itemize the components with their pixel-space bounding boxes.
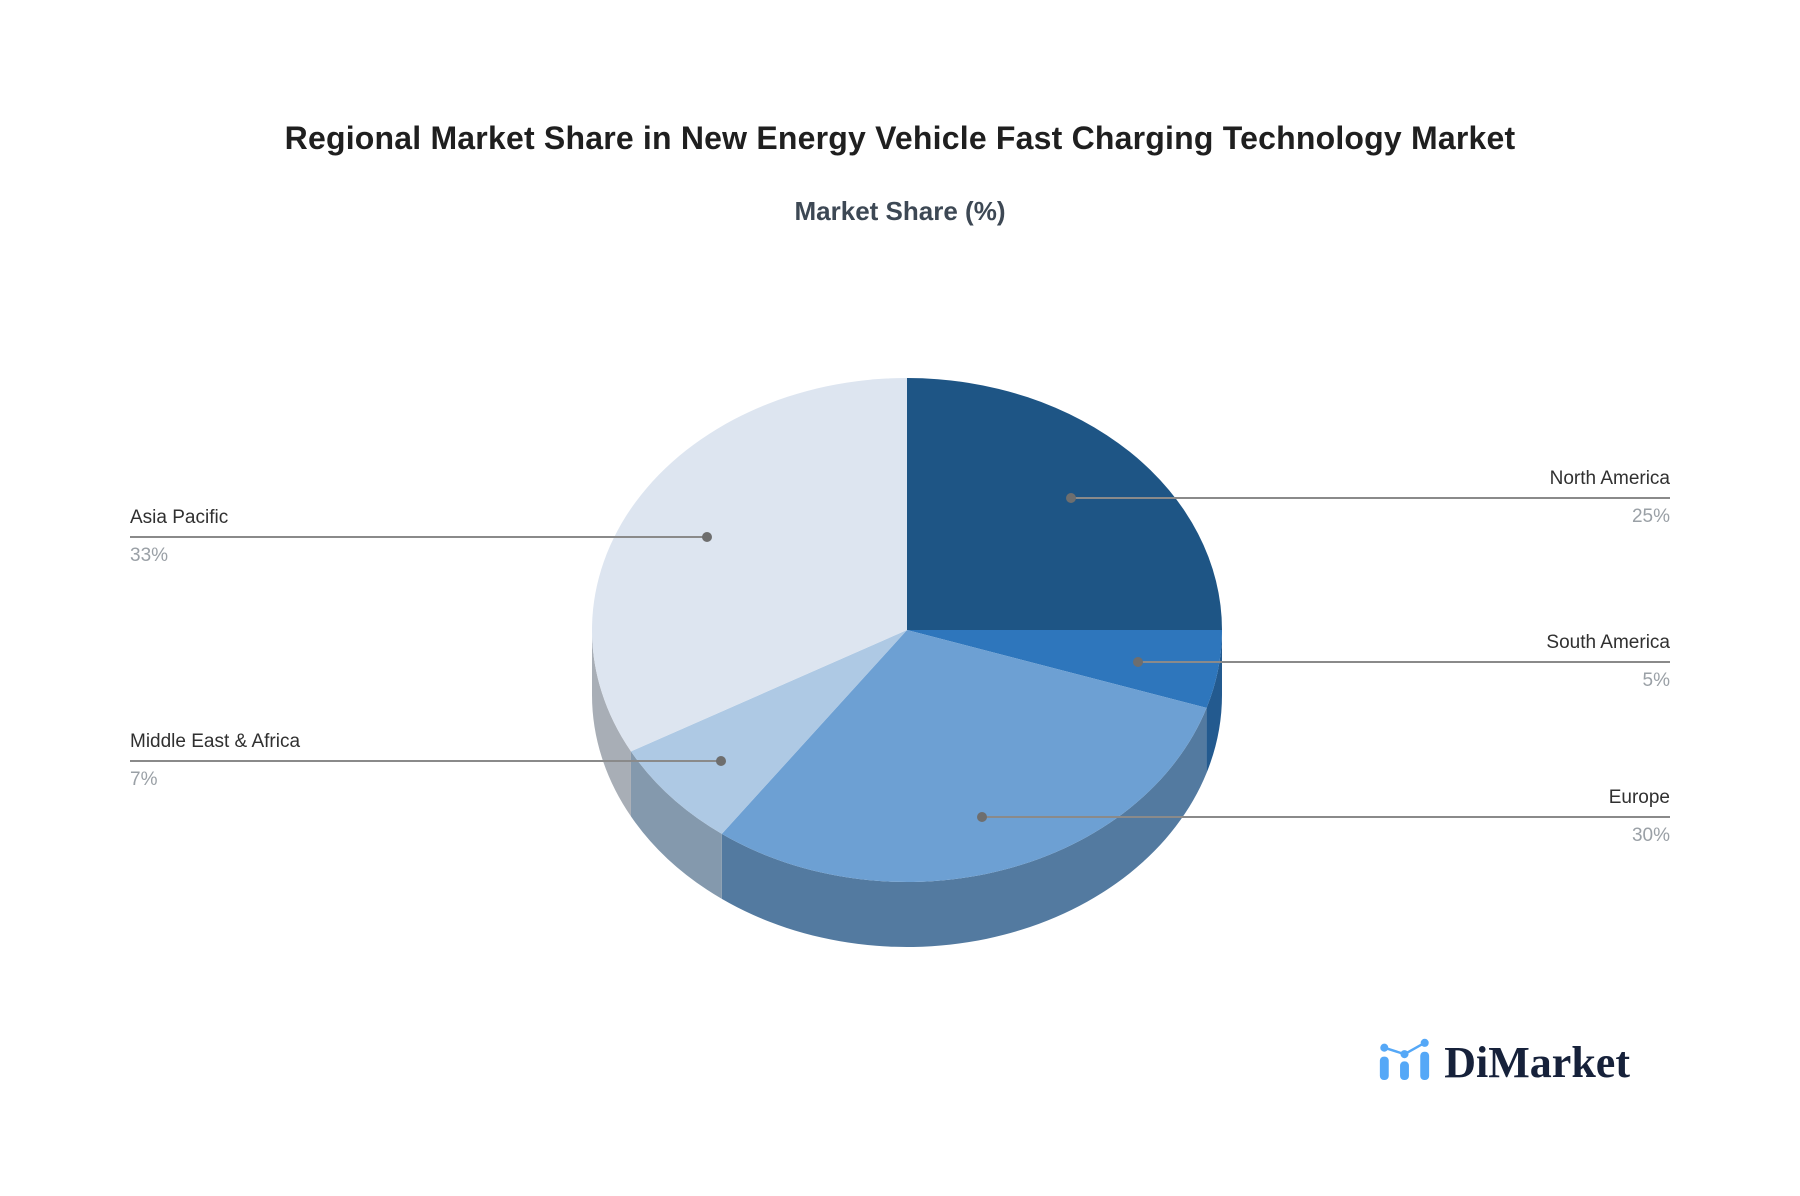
slice-label-name: Europe <box>1608 787 1670 808</box>
slice-label-value: 7% <box>130 769 158 790</box>
slice-label-value: 25% <box>1631 506 1670 527</box>
pie-slice-europe[interactable] <box>721 630 1207 882</box>
slice-label-value: 33% <box>130 545 169 566</box>
leader-dot <box>977 812 987 822</box>
pie-slice-south-america[interactable] <box>907 630 1222 708</box>
pie-slice-north-america[interactable] <box>907 378 1222 630</box>
slice-label-name: South America <box>1546 632 1670 653</box>
pie-slice-side-middle-east-africa <box>630 751 722 899</box>
slice-label-name: Middle East & Africa <box>130 731 301 752</box>
chart-title: Regional Market Share in New Energy Vehi… <box>284 120 1516 156</box>
chart-subtitle: Market Share (%) <box>794 196 1006 226</box>
pie-slice-middle-east-africa[interactable] <box>630 630 907 834</box>
leader-dot <box>1066 493 1076 503</box>
pie-slice-asia-pacific[interactable] <box>591 378 907 752</box>
slice-label-value: 5% <box>1642 670 1670 691</box>
pie-slice-side-south-america <box>1206 630 1222 773</box>
logo-bar-chart-icon <box>1380 1038 1430 1080</box>
logo-text: DiMarket <box>1444 1038 1630 1087</box>
slice-label-value: 30% <box>1631 825 1670 846</box>
leader-dot <box>702 532 712 542</box>
pie-slice-side-asia-pacific <box>592 630 631 817</box>
logo: DiMarket <box>1378 1038 1630 1085</box>
leader-dot <box>716 756 726 766</box>
slice-label-name: North America <box>1549 468 1670 489</box>
leader-dot <box>1133 657 1143 667</box>
slice-label-name: Asia Pacific <box>130 507 229 528</box>
pie-slice-side-europe <box>721 707 1207 947</box>
